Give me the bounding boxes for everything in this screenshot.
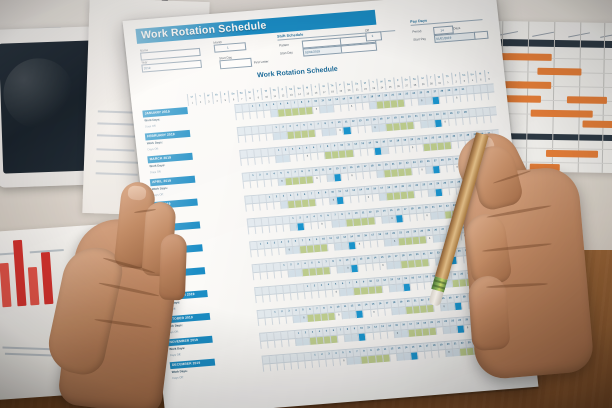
field-input-shift-extra[interactable] — [340, 42, 378, 54]
field-label-start-pay: Start Pay — [413, 36, 427, 42]
field-input-shift-start-day[interactable]: 01/01/2019 — [302, 45, 344, 57]
field-label-pay-days-count: Days — [453, 25, 461, 31]
row-label-days-off: Days Off: — [149, 170, 162, 175]
month-label-text: FEBRUARY 2019 — [146, 131, 175, 138]
month-label-text: JANUARY 2019 — [144, 109, 170, 116]
month-label-bar: JANUARY 2019 — [142, 107, 188, 118]
month-label-text: MARCH 2019 — [149, 155, 172, 161]
field-value-period: 14 — [440, 27, 444, 33]
field-label-shift-start-day: Start Day — [279, 50, 294, 56]
field-input-year[interactable]: 2019 — [141, 59, 203, 73]
field-input-month[interactable]: 1 — [213, 42, 247, 53]
field-label-pattern: Pattern — [278, 42, 290, 48]
field-value-start-pay: 01/01/2019 — [436, 35, 452, 41]
field-input-pay-extra[interactable] — [473, 30, 489, 40]
field-input-name[interactable] — [140, 47, 201, 61]
left-ring-finger — [158, 233, 188, 301]
field-label-first-letter: First Letter — [253, 59, 269, 65]
field-label-period: Period — [412, 29, 422, 34]
field-input-off[interactable]: 2 — [365, 31, 383, 42]
field-value-shift-start-day: 01/01/2019 — [304, 48, 321, 54]
schedule-cell[interactable] — [487, 92, 496, 100]
row-label-days-off: Days Off: — [147, 147, 159, 152]
schedule-cell[interactable] — [486, 84, 495, 92]
field-value-off: 2 — [371, 33, 374, 38]
row-label-work-days: Work Days: — [144, 117, 161, 123]
field-input-start-day[interactable] — [219, 57, 253, 70]
row-label-work-days: Work Days: — [146, 140, 163, 146]
row-label-days-off: Days Off: — [144, 124, 157, 129]
left-hand — [43, 176, 208, 408]
row-label-work-days: Work Days: — [149, 163, 166, 169]
schedule-cell[interactable] — [489, 107, 497, 115]
left-index-nail — [127, 185, 147, 201]
day-number-header: 6 — [484, 76, 494, 83]
field-value-month: 1 — [226, 45, 229, 50]
field-value-year: 2019 — [143, 65, 151, 70]
form-subtitle: Work Rotation Schedule — [256, 65, 339, 80]
